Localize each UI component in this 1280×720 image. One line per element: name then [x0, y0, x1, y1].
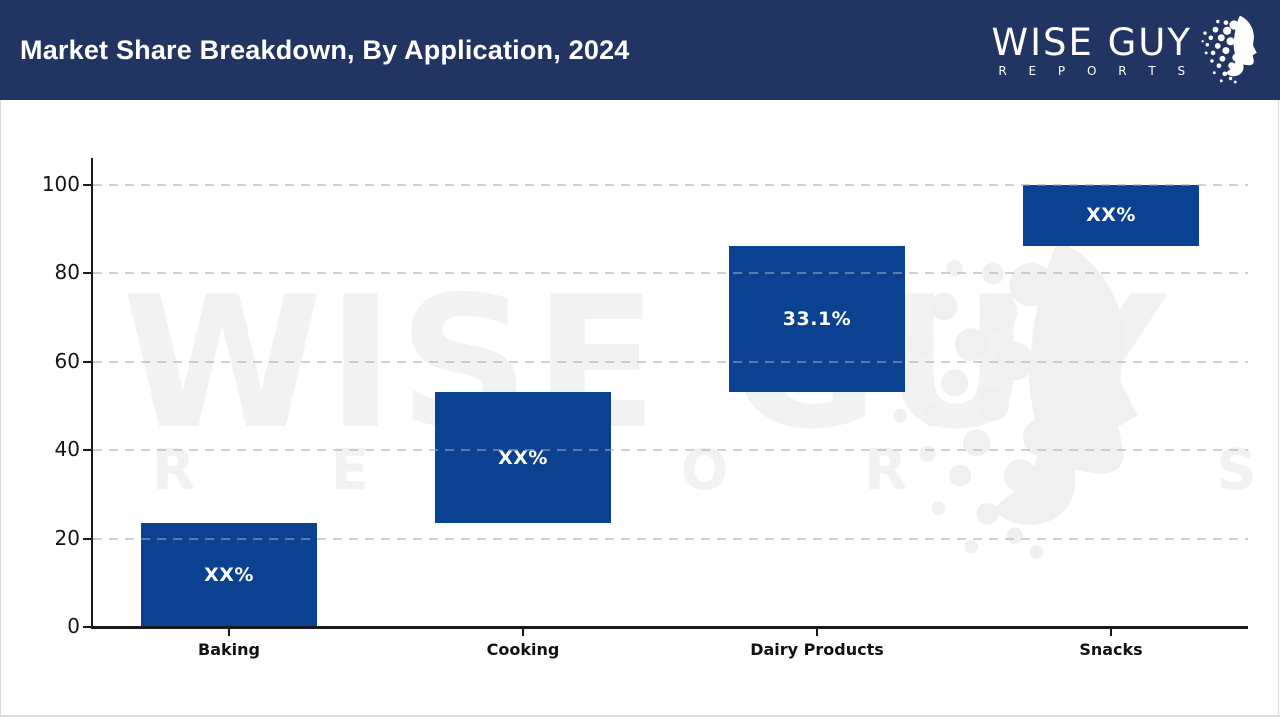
gridline-100: [93, 183, 1248, 186]
gridline-60: [93, 360, 1248, 363]
bar-cooking: XX%: [435, 392, 611, 523]
y-tick-label-40: 40: [54, 437, 80, 461]
gridline-20: [93, 537, 1248, 540]
x-tick-2: [816, 627, 818, 636]
wiseguy-logo: WISE GUY R E P O R T S: [992, 10, 1262, 90]
y-tick-80: [83, 272, 92, 274]
y-tick-0: [83, 626, 92, 628]
x-tick-3: [1110, 627, 1112, 636]
page-border-bottom: [0, 715, 1280, 717]
bar-value-label: 33.1%: [782, 308, 852, 331]
bar-baking: XX%: [141, 523, 317, 627]
bar-value-label: XX%: [204, 563, 254, 586]
logo-wordmark: WISE GUY: [991, 20, 1192, 64]
y-tick-label-60: 60: [54, 348, 80, 373]
y-axis-spine: [91, 158, 93, 629]
x-category-label: Snacks: [1079, 640, 1143, 659]
bar-value-label: XX%: [498, 446, 548, 469]
gridline-80: [93, 272, 1248, 274]
x-tick-1: [522, 627, 524, 636]
y-tick-40: [83, 449, 92, 451]
watermark-head-icon: [862, 222, 1162, 582]
x-tick-0: [228, 627, 230, 636]
wiseguy-head-icon: [1198, 10, 1262, 90]
wiseguy-logo-text: WISE GUY R E P O R T S: [992, 24, 1192, 77]
logo-subtitle: R E P O R T S: [998, 63, 1195, 78]
y-tick-20: [83, 537, 92, 540]
y-tick-100: [83, 183, 92, 186]
x-category-label: Cooking: [486, 640, 560, 659]
x-category-label: Baking: [198, 640, 260, 659]
page-border-right: [1278, 100, 1279, 717]
chart-area: WISE GUY R E P O R T S 0 20 40 60 80 100 XX% Ba…: [0, 100, 1280, 720]
page-border-left: [0, 100, 1, 717]
y-tick-60: [83, 360, 92, 363]
gridline-40: [93, 449, 1248, 451]
bar-dairy-products: 33.1%: [729, 246, 905, 393]
header: Market Share Breakdown, By Application, …: [0, 0, 1280, 100]
x-axis-spine: [91, 626, 1248, 629]
y-tick-label-100: 100: [41, 171, 80, 196]
x-category-label: Dairy Products: [750, 640, 884, 659]
y-tick-label-80: 80: [54, 260, 80, 284]
y-tick-label-0: 0: [67, 614, 80, 638]
page-title: Market Share Breakdown, By Application, …: [20, 34, 630, 65]
y-tick-label-20: 20: [54, 525, 80, 550]
bar-snacks: XX%: [1023, 184, 1199, 246]
bar-value-label: XX%: [1086, 204, 1136, 227]
